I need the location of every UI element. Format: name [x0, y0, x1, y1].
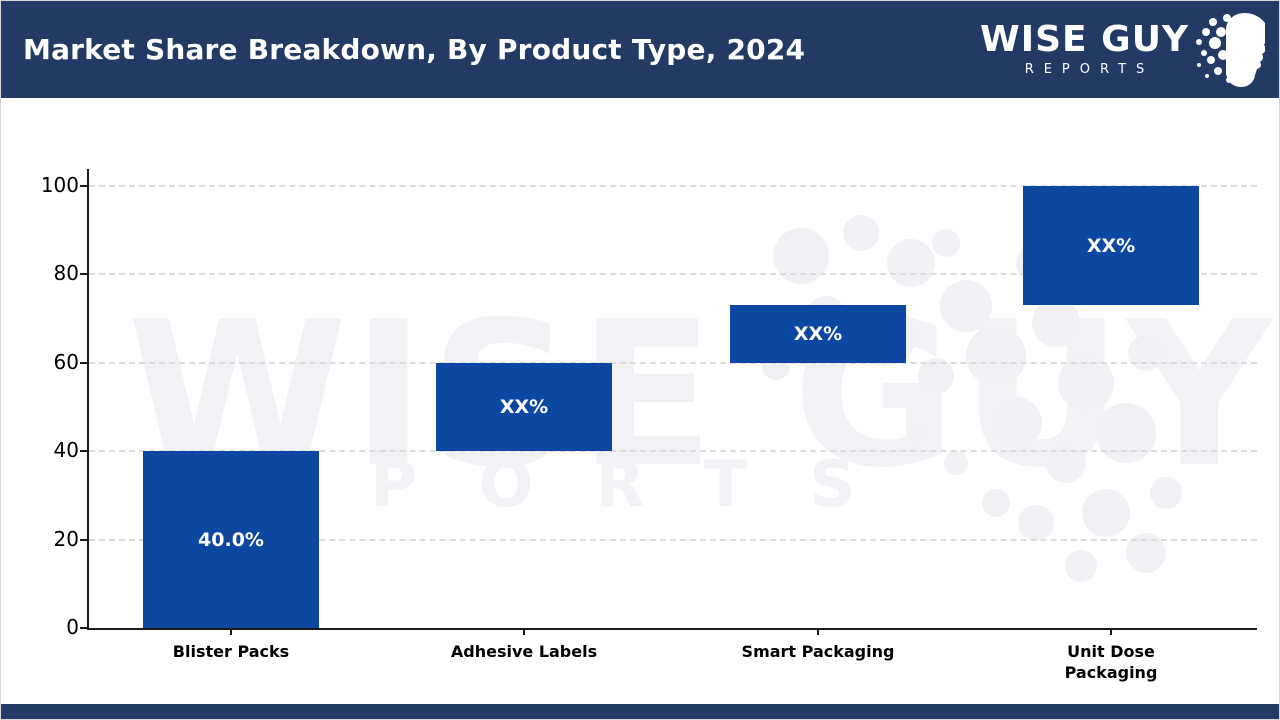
y-tick-label-40: 40: [53, 438, 79, 463]
y-tick-mark-60: [80, 361, 87, 364]
x-category-label-0: Blister Packs: [172, 642, 290, 661]
brand-logo-text: WISE GUY REPORTS: [979, 19, 1189, 78]
gridline-80: [89, 273, 1257, 276]
x-category-label-1: Adhesive Labels: [450, 642, 598, 661]
y-axis-line: [87, 169, 89, 630]
y-tick-mark-0: [80, 627, 87, 629]
x-category-label-2: Smart Packaging: [741, 642, 895, 661]
page-title: Market Share Breakdown, By Product Type,…: [23, 33, 806, 66]
y-tick-label-0: 0: [66, 615, 79, 639]
bar-adhesive-labels: XX%: [436, 362, 612, 452]
bar-blister-packs: 40.0%: [143, 451, 319, 628]
gridline-100: [89, 185, 1257, 187]
y-tick-label-20: 20: [53, 526, 79, 551]
y-tick-mark-20: [80, 538, 87, 541]
bar-smart-packaging: XX%: [730, 305, 906, 363]
x-tick-mark-2: [817, 628, 819, 635]
brand-logo: WISE GUY REPORTS: [980, 10, 1265, 90]
brand-subtitle: REPORTS: [1024, 62, 1155, 77]
gridline-40: [89, 450, 1257, 453]
brand-name: WISE GUY: [979, 19, 1189, 60]
y-tick-label-80: 80: [53, 261, 79, 286]
gridline-60: [89, 361, 1257, 364]
y-tick-mark-100: [80, 185, 87, 187]
y-tick-label-60: 60: [53, 349, 79, 374]
bar-value-label: 40.0%: [198, 528, 264, 551]
x-tick-mark-0: [230, 628, 232, 635]
x-axis-line: [87, 628, 1257, 630]
gridline-20: [89, 538, 1257, 541]
y-tick-mark-80: [80, 273, 87, 276]
x-category-label-3: Unit Dose Packaging: [1064, 642, 1158, 682]
bar-value-label: XX%: [793, 323, 843, 346]
logo-face-icon: [1196, 12, 1265, 87]
footer-bar: [1, 704, 1279, 719]
bar-unit-dose-packaging: XX%: [1023, 186, 1199, 306]
bar-value-label: XX%: [499, 395, 549, 418]
x-tick-mark-3: [1110, 628, 1112, 635]
bar-value-label: XX%: [1086, 234, 1136, 257]
header-bar: Market Share Breakdown, By Product Type,…: [1, 1, 1279, 98]
x-tick-mark-1: [523, 628, 525, 635]
y-tick-mark-40: [80, 450, 87, 453]
y-tick-label-100: 100: [40, 173, 79, 197]
